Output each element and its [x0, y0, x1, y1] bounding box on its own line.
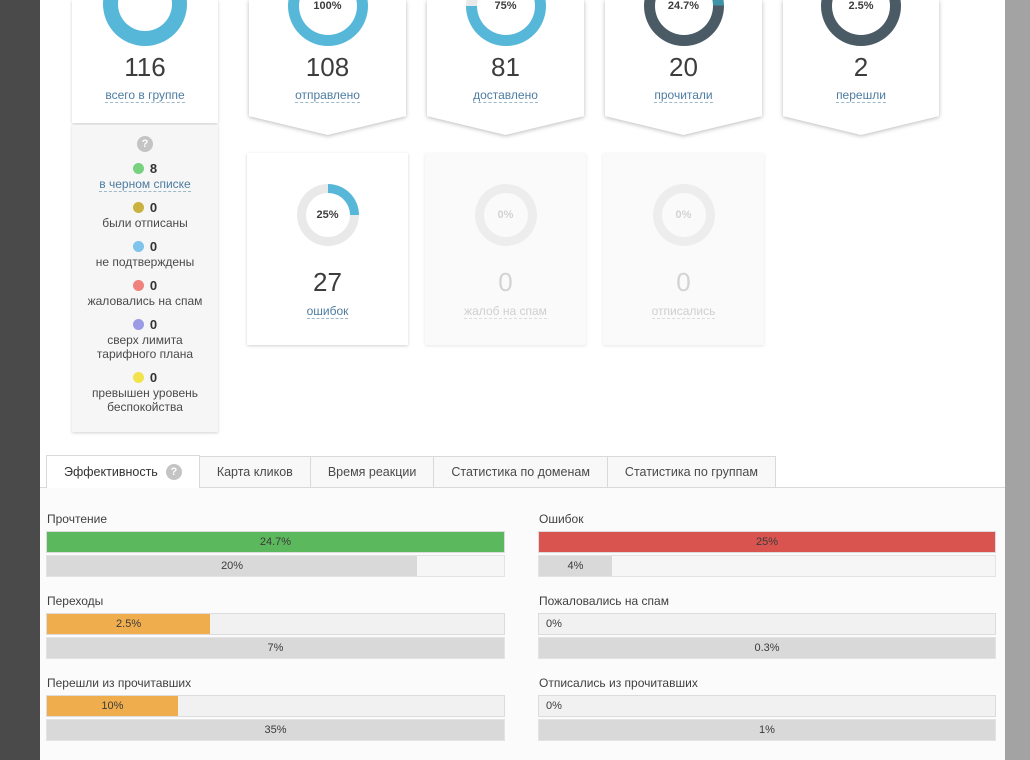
- donut-percent: 24.7%: [667, 0, 700, 12]
- donut-percent: 0%: [675, 209, 692, 221]
- help-icon[interactable]: ?: [137, 136, 153, 152]
- unsubscribed-dot-icon: [132, 202, 144, 213]
- spam-complaints-label: жалоб на спам: [464, 304, 547, 319]
- blacklist-link[interactable]: в черном списке: [99, 177, 191, 192]
- metrics-column-right: Ошибок 25% 4% Пожаловались на спам 0% 0.…: [538, 512, 996, 758]
- unsubscribed-donut-chart: 0%: [652, 184, 715, 246]
- read-rate-bar: 24.7%: [46, 531, 505, 553]
- spam-complaints-card: 0% 0 жалоб на спам: [425, 153, 586, 345]
- read-rate-average-bar: 20%: [46, 555, 505, 577]
- spam-complaint-dot-icon: [132, 280, 144, 291]
- tab-effectiveness[interactable]: Эффективность ?: [46, 455, 200, 488]
- click-rate-average-bar: 7%: [46, 637, 505, 659]
- click-to-open-bar: 10%: [46, 695, 505, 717]
- stat-card-sent: 100% 108 отправлено: [249, 0, 406, 135]
- total-in-group-link[interactable]: всего в группе: [105, 88, 185, 103]
- click-rate-bar: 2.5%: [46, 613, 505, 635]
- sent-link[interactable]: отправлено: [295, 88, 360, 103]
- total-value: 116: [124, 52, 166, 82]
- read-donut-chart: 24.7%: [643, 0, 724, 46]
- tab-group-stats[interactable]: Статистика по группам: [606, 456, 776, 488]
- left-gutter: [0, 0, 40, 760]
- anxiety-level-dot-icon: [132, 372, 144, 383]
- blacklist-panel: ? 8 в черном списке 0 были отписаны 0 не…: [72, 125, 218, 432]
- spam-rate-average-bar: 0.3%: [538, 637, 996, 659]
- metric-spam-rate: Пожаловались на спам 0% 0.3%: [538, 594, 996, 659]
- list-item: 0 жаловались на спам: [87, 278, 203, 308]
- donut-percent: [103, 0, 187, 46]
- tab-reaction-time[interactable]: Время реакции: [309, 456, 435, 488]
- donut-percent: 0%: [497, 209, 514, 221]
- unsubscribe-rate-average-bar: 1%: [538, 719, 996, 741]
- errors-donut-chart: 25%: [296, 184, 359, 246]
- unconfirmed-dot-icon: [132, 241, 144, 252]
- tab-click-map[interactable]: Карта кликов: [198, 456, 311, 488]
- spam-rate-bar: 0%: [538, 613, 996, 635]
- metric-click-to-open: Перешли из прочитавших 10% 35%: [46, 676, 505, 741]
- unsubscribed-card: 0% 0 отписались: [603, 153, 764, 345]
- sent-value: 108: [305, 52, 350, 82]
- click-to-open-average-bar: 35%: [46, 719, 505, 741]
- metric-read-rate: Прочтение 24.7% 20%: [46, 512, 505, 577]
- help-icon[interactable]: ?: [165, 464, 182, 480]
- errors-value: 27: [313, 267, 342, 297]
- list-item: 0 были отписаны: [102, 200, 188, 230]
- stat-card-clicked: 2.5% 2 перешли: [783, 0, 939, 135]
- read-value: 20: [669, 52, 698, 82]
- clicked-donut-chart: 2.5%: [821, 0, 901, 46]
- list-item: 8 в черном списке: [99, 161, 191, 192]
- error-rate-bar: 25%: [538, 531, 996, 553]
- over-limit-dot-icon: [132, 319, 144, 330]
- metric-unsubscribe-rate: Отписались из прочитавших 0% 1%: [538, 676, 996, 741]
- spam-complaints-donut-chart: 0%: [474, 184, 537, 246]
- delivered-value: 81: [491, 52, 520, 82]
- clicked-value: 2: [853, 52, 869, 82]
- tabs-bar: Эффективность ? Карта кликов Время реакц…: [46, 455, 776, 488]
- delivered-link[interactable]: доставлено: [473, 88, 538, 103]
- list-item: 0 превышен уровень беспокойства: [91, 370, 199, 414]
- metrics-column-left: Прочтение 24.7% 20% Переходы 2.5% 7% Пер…: [46, 512, 505, 758]
- error-rate-average-bar: 4%: [538, 555, 996, 577]
- spam-complaints-value: 0: [498, 267, 513, 297]
- donut-percent: 100%: [313, 0, 342, 12]
- right-gutter: [1005, 0, 1030, 760]
- sent-donut-chart: 100%: [287, 0, 368, 46]
- stat-card-total: 116 всего в группе: [72, 0, 218, 123]
- total-donut-chart: [103, 0, 187, 46]
- donut-percent: 25%: [316, 209, 339, 221]
- list-item: 0 не подтверждены: [95, 239, 195, 269]
- delivered-donut-chart: 75%: [465, 0, 546, 46]
- stat-card-read: 24.7% 20 прочитали: [605, 0, 762, 135]
- stat-card-delivered: 75% 81 доставлено: [427, 0, 584, 135]
- errors-card: 25% 27 ошибок: [247, 153, 408, 345]
- donut-percent: 2.5%: [848, 0, 874, 12]
- list-item: 0 сверх лимита тарифного плана: [96, 317, 194, 361]
- tab-domain-stats[interactable]: Статистика по доменам: [433, 456, 608, 488]
- clicked-link[interactable]: перешли: [836, 88, 886, 103]
- errors-link[interactable]: ошибок: [306, 304, 349, 319]
- donut-percent: 75%: [494, 0, 517, 12]
- unsubscribed-value: 0: [676, 267, 691, 297]
- blacklist-dot-icon: [132, 163, 144, 174]
- unsubscribed-label: отписались: [651, 304, 716, 319]
- unsubscribe-rate-bar: 0%: [538, 695, 996, 717]
- metric-error-rate: Ошибок 25% 4%: [538, 512, 996, 577]
- metric-click-rate: Переходы 2.5% 7%: [46, 594, 505, 659]
- read-link[interactable]: прочитали: [654, 88, 713, 103]
